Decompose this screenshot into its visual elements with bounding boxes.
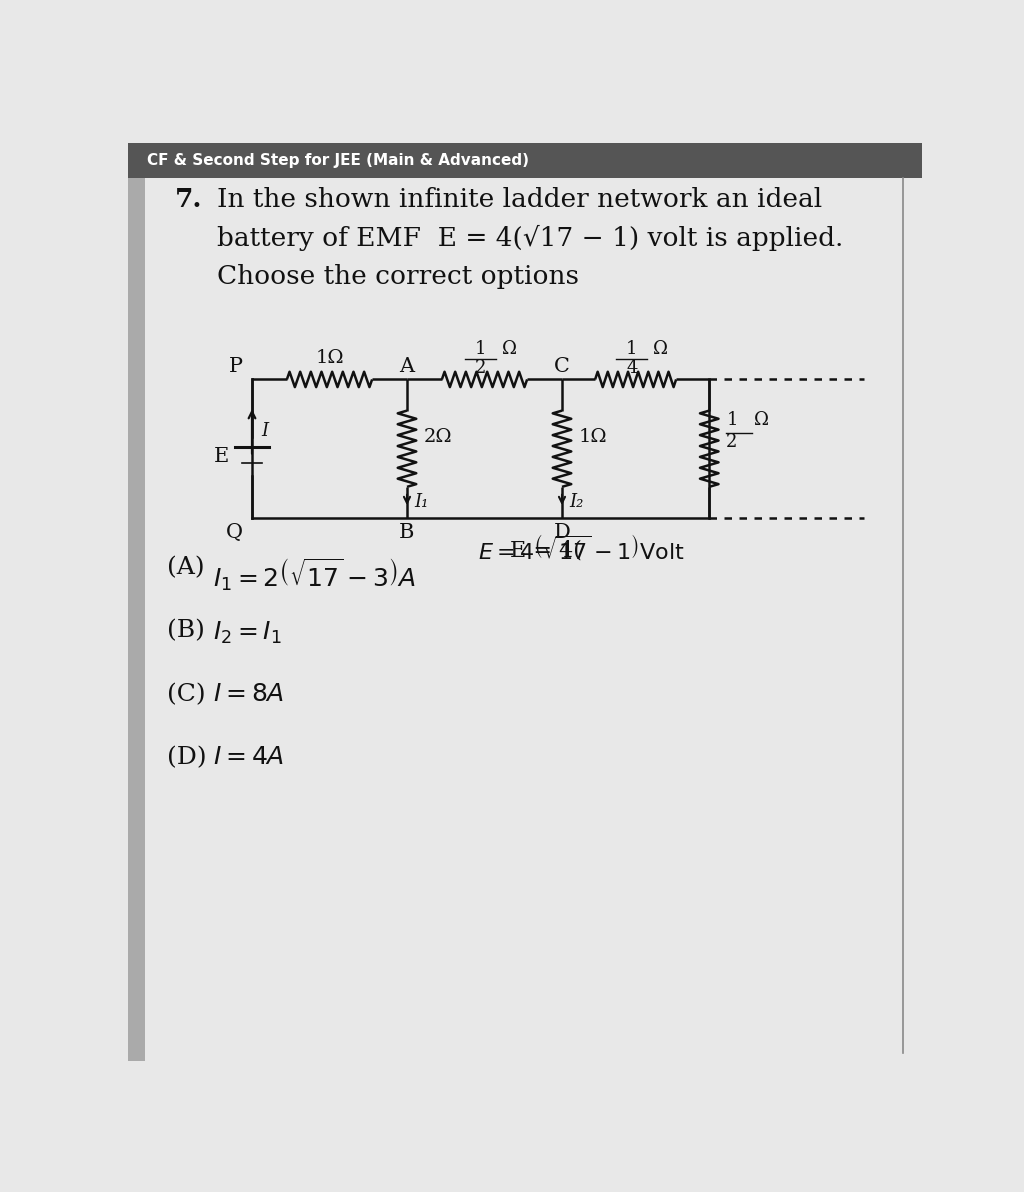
Text: I: I bbox=[261, 422, 268, 440]
Text: B: B bbox=[399, 522, 415, 541]
Text: In the shown infinite ladder network an ideal: In the shown infinite ladder network an … bbox=[217, 187, 822, 212]
Bar bbox=[128, 143, 922, 178]
Text: 2Ω: 2Ω bbox=[424, 428, 453, 446]
Text: Ω: Ω bbox=[755, 411, 769, 429]
Text: $I_1=2\left(\sqrt{17}-3\right)A$: $I_1=2\left(\sqrt{17}-3\right)A$ bbox=[213, 557, 417, 594]
Text: $I_2 = I_1$: $I_2 = I_1$ bbox=[213, 620, 282, 646]
Text: $E=4\left(\sqrt{17}-1\right)\mathrm{Volt}$: $E=4\left(\sqrt{17}-1\right)\mathrm{Volt… bbox=[478, 536, 685, 565]
Text: C: C bbox=[554, 358, 570, 377]
Text: CF & Second Step for JEE (Main & Advanced): CF & Second Step for JEE (Main & Advance… bbox=[147, 153, 529, 168]
Text: Ω: Ω bbox=[652, 340, 668, 358]
Text: 1: 1 bbox=[626, 340, 638, 358]
Text: (A): (A) bbox=[167, 557, 205, 579]
Text: 2: 2 bbox=[726, 434, 737, 452]
Text: A: A bbox=[399, 358, 415, 377]
Text: $I = 4A$: $I = 4A$ bbox=[213, 746, 285, 769]
Text: battery of EMF  E = 4(√17 − 1) volt is applied.: battery of EMF E = 4(√17 − 1) volt is ap… bbox=[217, 225, 844, 252]
Bar bbox=[128, 178, 145, 1061]
Text: 7.: 7. bbox=[174, 187, 202, 212]
Text: 1: 1 bbox=[475, 340, 486, 358]
Text: P: P bbox=[228, 358, 243, 377]
Text: 1Ω: 1Ω bbox=[579, 428, 607, 446]
Text: Q: Q bbox=[225, 522, 243, 541]
Text: D: D bbox=[554, 522, 570, 541]
Text: I₁: I₁ bbox=[415, 492, 429, 511]
Text: I₂: I₂ bbox=[569, 492, 584, 511]
Text: (D): (D) bbox=[167, 746, 207, 769]
Text: 4: 4 bbox=[626, 359, 637, 377]
Text: Choose the correct options: Choose the correct options bbox=[217, 263, 580, 288]
Text: Ω: Ω bbox=[502, 340, 516, 358]
Text: 1Ω: 1Ω bbox=[315, 349, 344, 367]
Text: (C): (C) bbox=[167, 683, 206, 706]
Text: 1: 1 bbox=[726, 411, 738, 429]
Text: E: E bbox=[213, 447, 228, 466]
Text: $I = 8A$: $I = 8A$ bbox=[213, 683, 285, 706]
Text: (B): (B) bbox=[167, 620, 205, 642]
Text: 2: 2 bbox=[475, 359, 486, 377]
Text: E = 4(: E = 4( bbox=[510, 539, 582, 561]
